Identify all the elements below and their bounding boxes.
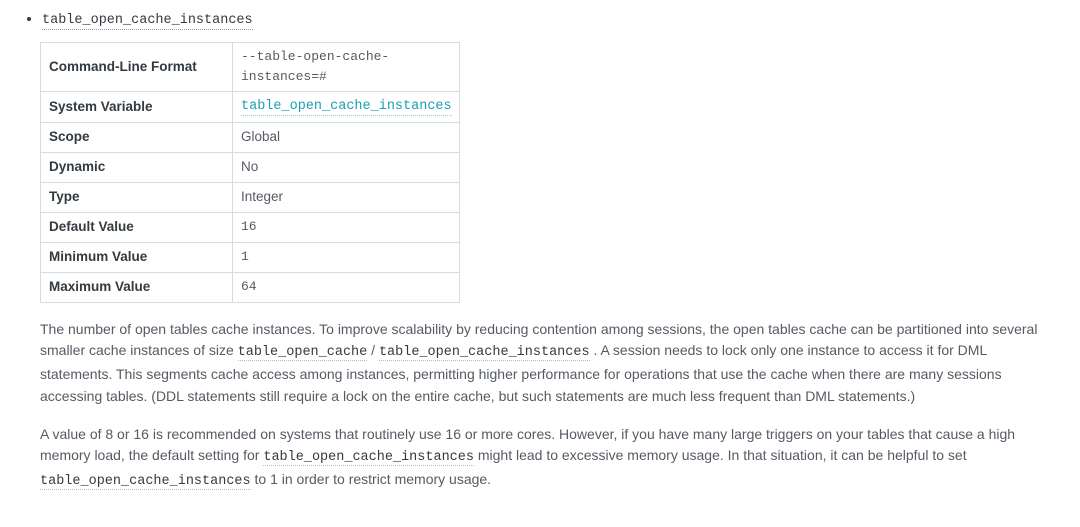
property-label: Command-Line Format bbox=[41, 42, 233, 91]
property-label: System Variable bbox=[41, 92, 233, 123]
text-run: to 1 in order to restrict memory usage. bbox=[255, 471, 492, 487]
property-value: --table-open-cache-instances=# bbox=[233, 42, 460, 91]
property-label: Minimum Value bbox=[41, 242, 233, 272]
description-paragraph-2: A value of 8 or 16 is recommended on sys… bbox=[40, 424, 1062, 494]
property-label: Scope bbox=[41, 123, 233, 153]
variable-heading-list: table_open_cache_instances bbox=[18, 8, 1062, 32]
sysvar-ref-table-open-cache-instances[interactable]: table_open_cache_instances bbox=[40, 474, 251, 490]
table-row: Command-Line Format--table-open-cache-in… bbox=[41, 42, 460, 91]
variable-heading-item: table_open_cache_instances bbox=[42, 8, 1062, 32]
sysvar-link[interactable]: table_open_cache_instances bbox=[241, 99, 452, 116]
table-row: System Variable table_open_cache_instance… bbox=[41, 92, 460, 123]
table-row: DynamicNo bbox=[41, 153, 460, 183]
property-label: Dynamic bbox=[41, 153, 233, 183]
property-value: 1 bbox=[233, 242, 460, 272]
text-run: / bbox=[371, 342, 379, 358]
table-row: Maximum Value64 bbox=[41, 272, 460, 302]
sysvar-ref-table-open-cache-instances[interactable]: table_open_cache_instances bbox=[263, 450, 474, 466]
sysvar-ref-table-open-cache[interactable]: table_open_cache bbox=[238, 345, 368, 361]
property-label: Type bbox=[41, 182, 233, 212]
property-value: Integer bbox=[233, 182, 460, 212]
property-label: Maximum Value bbox=[41, 272, 233, 302]
table-row: Default Value16 bbox=[41, 212, 460, 242]
table-row: TypeInteger bbox=[41, 182, 460, 212]
table-row: Minimum Value1 bbox=[41, 242, 460, 272]
property-value: 64 bbox=[233, 272, 460, 302]
property-value: table_open_cache_instances bbox=[233, 92, 460, 123]
property-table: Command-Line Format--table-open-cache-in… bbox=[40, 42, 460, 303]
property-value: Global bbox=[233, 123, 460, 153]
property-value: 16 bbox=[233, 212, 460, 242]
text-run: might lead to excessive memory usage. In… bbox=[478, 447, 967, 463]
doc-page: table_open_cache_instances Command-Line … bbox=[0, 0, 1080, 527]
property-table-body: Command-Line Format--table-open-cache-in… bbox=[41, 42, 460, 302]
sysvar-ref-table-open-cache-instances[interactable]: table_open_cache_instances bbox=[379, 345, 590, 361]
property-label: Default Value bbox=[41, 212, 233, 242]
description-paragraph-1: The number of open tables cache instance… bbox=[40, 319, 1062, 408]
table-row: ScopeGlobal bbox=[41, 123, 460, 153]
property-value: No bbox=[233, 153, 460, 183]
variable-name-link[interactable]: table_open_cache_instances bbox=[42, 13, 253, 30]
